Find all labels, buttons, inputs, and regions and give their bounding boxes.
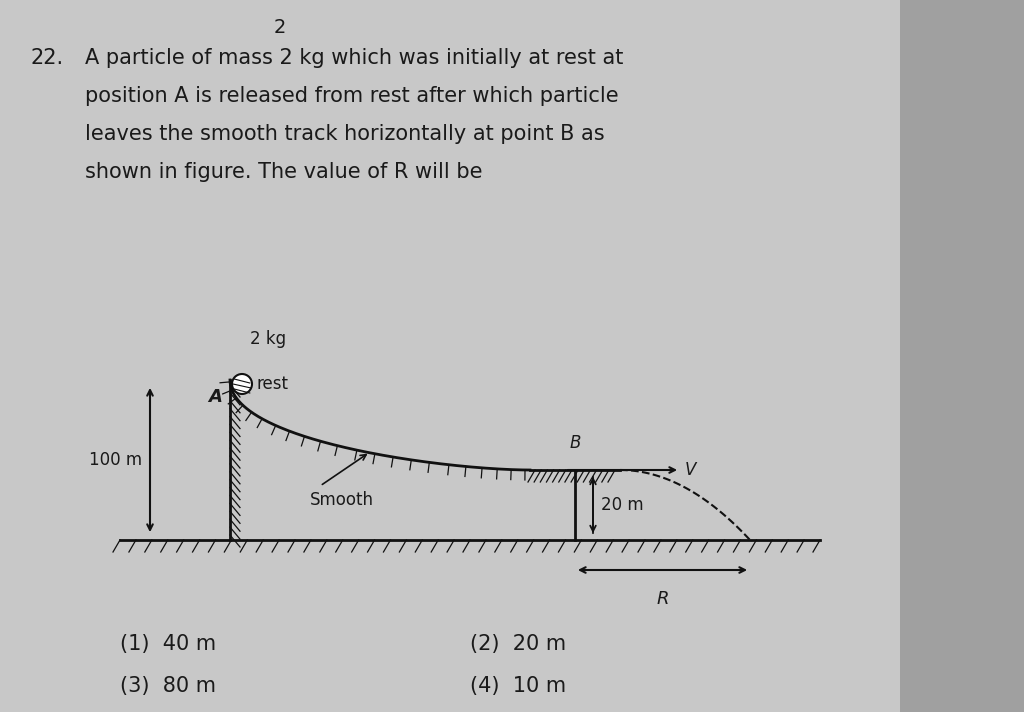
Text: B: B [569, 434, 581, 452]
Text: 20 m: 20 m [601, 496, 644, 514]
Text: 2 kg: 2 kg [250, 330, 286, 348]
Text: A particle of mass 2 kg which was initially at rest at: A particle of mass 2 kg which was initia… [85, 48, 624, 68]
Text: A: A [208, 388, 222, 406]
Text: (4)  10 m: (4) 10 m [470, 676, 566, 696]
Text: 22.: 22. [30, 48, 63, 68]
Text: Smooth: Smooth [310, 491, 374, 509]
Text: (3)  80 m: (3) 80 m [120, 676, 216, 696]
Text: 100 m: 100 m [89, 451, 142, 469]
Text: 2: 2 [273, 18, 286, 37]
Text: (1)  40 m: (1) 40 m [120, 634, 216, 654]
Circle shape [232, 374, 252, 394]
Text: rest: rest [256, 375, 288, 393]
Text: leaves the smooth track horizontally at point B as: leaves the smooth track horizontally at … [85, 124, 604, 144]
Text: R: R [656, 590, 669, 608]
Text: (2)  20 m: (2) 20 m [470, 634, 566, 654]
Text: V: V [685, 461, 696, 479]
Text: position A is released from rest after which particle: position A is released from rest after w… [85, 86, 618, 106]
Text: shown in figure. The value of R will be: shown in figure. The value of R will be [85, 162, 482, 182]
Bar [900, 0, 1024, 712]
